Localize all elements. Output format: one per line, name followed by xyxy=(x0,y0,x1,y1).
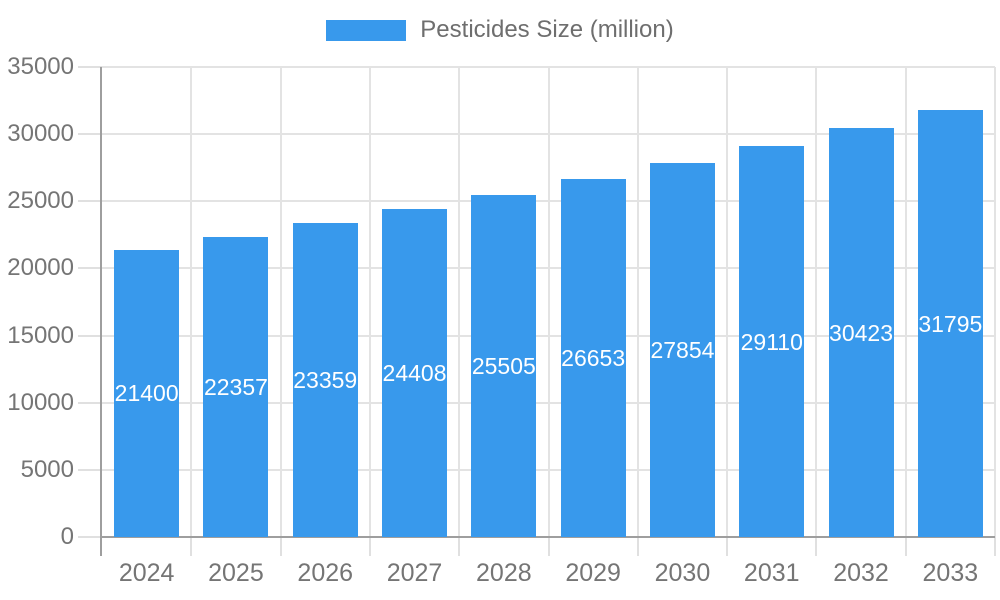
x-axis-tick-5 xyxy=(547,537,550,556)
x-axis-label-2032: 2032 xyxy=(833,559,889,587)
y-axis-label-5000: 5000 xyxy=(20,455,74,483)
x-axis-tick-4 xyxy=(458,537,461,556)
gridline-x-7 xyxy=(726,67,729,537)
bar-value-label-2026: 23359 xyxy=(293,367,358,394)
x-axis-label-2025: 2025 xyxy=(208,559,264,587)
x-axis-line xyxy=(100,536,995,538)
legend-color-swatch xyxy=(326,19,407,41)
gridline-x-4 xyxy=(458,67,461,537)
bar-2031[interactable] xyxy=(739,146,805,537)
x-axis-tick-6 xyxy=(636,537,639,556)
bar-2026[interactable] xyxy=(292,223,358,537)
legend-label: Pesticides Size (million) xyxy=(420,16,674,43)
gridline-x-5 xyxy=(547,67,550,537)
bar-value-label-2030: 27854 xyxy=(650,336,715,363)
gridline-x-2 xyxy=(279,67,282,537)
bar-value-label-2032: 30423 xyxy=(829,319,894,346)
x-axis-tick-3 xyxy=(368,537,371,556)
bar-value-label-2031: 29110 xyxy=(740,328,803,355)
y-axis-label-15000: 15000 xyxy=(7,321,74,349)
x-axis-tick-8 xyxy=(815,537,818,556)
x-axis-label-2031: 2031 xyxy=(743,559,800,587)
x-axis-tick-9 xyxy=(904,537,907,556)
gridline-x-1 xyxy=(190,67,193,537)
gridline-x-10 xyxy=(994,67,996,537)
gridline-x-9 xyxy=(904,67,907,537)
y-axis-label-0: 0 xyxy=(60,523,74,550)
gridline-x-6 xyxy=(636,67,639,537)
x-axis-tick-7 xyxy=(726,537,729,556)
y-axis-label-35000: 35000 xyxy=(7,53,74,80)
bar-value-label-2028: 25505 xyxy=(471,352,536,379)
bar-value-label-2025: 22357 xyxy=(203,373,268,400)
y-axis-tick-25000 xyxy=(78,200,102,203)
x-axis-tick-1 xyxy=(190,537,193,556)
y-axis-tick-5000 xyxy=(78,468,102,471)
bar-2033[interactable] xyxy=(917,110,983,537)
bar-2032[interactable] xyxy=(828,128,894,537)
bar-2029[interactable] xyxy=(560,179,626,537)
y-axis-label-25000: 25000 xyxy=(7,187,74,215)
y-axis-label-30000: 30000 xyxy=(7,120,74,148)
y-axis-tick-35000 xyxy=(78,66,102,68)
bar-value-label-2024: 21400 xyxy=(114,380,179,407)
y-axis-tick-30000 xyxy=(78,133,102,136)
y-axis-tick-20000 xyxy=(78,267,102,270)
x-axis-label-2033: 2033 xyxy=(922,559,979,587)
x-axis-label-2030: 2030 xyxy=(654,559,711,587)
y-axis-label-10000: 10000 xyxy=(7,388,74,416)
gridline-x-3 xyxy=(368,67,371,537)
legend-item[interactable]: Pesticides Size (million) xyxy=(0,16,1000,44)
x-axis-tick-2 xyxy=(279,537,282,556)
bar-2030[interactable] xyxy=(649,162,715,537)
x-axis-label-2027: 2027 xyxy=(386,559,443,587)
y-axis-tick-10000 xyxy=(78,401,102,404)
bar-2024[interactable] xyxy=(114,249,180,537)
bar-2028[interactable] xyxy=(471,194,537,537)
x-axis-label-2029: 2029 xyxy=(565,559,621,587)
gridline-x-8 xyxy=(815,67,818,537)
x-axis-label-2028: 2028 xyxy=(476,559,532,587)
bar-value-label-2033: 31795 xyxy=(918,310,983,337)
x-axis-label-2024: 2024 xyxy=(118,559,175,587)
y-axis-tick-0 xyxy=(78,536,102,538)
y-axis-label-20000: 20000 xyxy=(7,254,74,282)
x-axis-label-2026: 2026 xyxy=(297,559,354,587)
bar-value-label-2027: 24408 xyxy=(382,360,447,387)
bar-value-label-2029: 26653 xyxy=(561,345,626,372)
y-axis-line xyxy=(100,67,102,556)
x-axis-tick-10 xyxy=(994,537,996,556)
bar-2027[interactable] xyxy=(382,209,448,537)
y-axis-tick-15000 xyxy=(78,334,102,337)
bar-2025[interactable] xyxy=(203,236,269,537)
